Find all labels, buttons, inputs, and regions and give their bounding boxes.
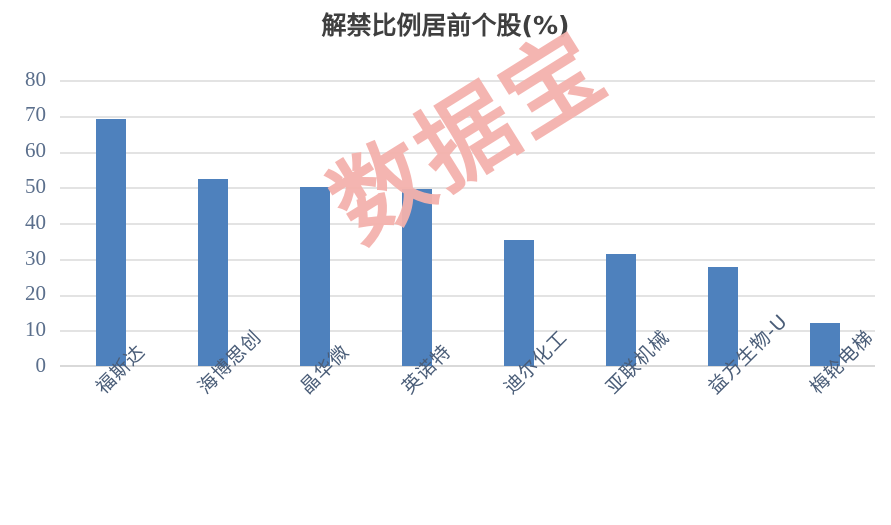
axis-baseline — [60, 365, 875, 367]
plot-area — [60, 80, 875, 367]
y-tick-label: 50 — [25, 174, 46, 198]
y-tick-label: 80 — [25, 67, 46, 91]
y-tick-label: 60 — [25, 138, 46, 162]
bar-迪尔化工 — [504, 240, 534, 366]
bar-益方生物-U — [708, 266, 738, 366]
x-axis-labels: 福斯达 海博思创 晶华微 英诺特 迪尔化工 亚联机械 益方生物-U 梅轮电梯 — [0, 310, 891, 525]
bar-福斯达 — [96, 119, 126, 366]
gridline — [60, 259, 875, 261]
bar-英诺特 — [402, 189, 432, 366]
y-tick-label: 70 — [25, 102, 46, 126]
gridline — [60, 223, 875, 225]
bar-海博思创 — [198, 179, 228, 366]
bar-晶华微 — [300, 186, 330, 366]
gridline — [60, 152, 875, 154]
y-tick-label: 10 — [25, 317, 46, 341]
y-tick-label: 0 — [35, 353, 47, 377]
y-tick-label: 40 — [25, 210, 46, 234]
bar-亚联机械 — [606, 254, 636, 366]
y-axis: 80 70 60 50 40 30 20 10 0 — [0, 69, 52, 376]
gridline — [60, 187, 875, 189]
gridline — [60, 330, 875, 332]
y-tick-label: 30 — [25, 246, 46, 270]
y-tick-label: 20 — [25, 281, 46, 305]
chart-title: 解禁比例居前个股(%) — [321, 11, 570, 40]
gridline — [60, 295, 875, 297]
bar-梅轮电梯 — [810, 323, 840, 366]
gridline — [60, 80, 875, 82]
gridline — [60, 116, 875, 118]
